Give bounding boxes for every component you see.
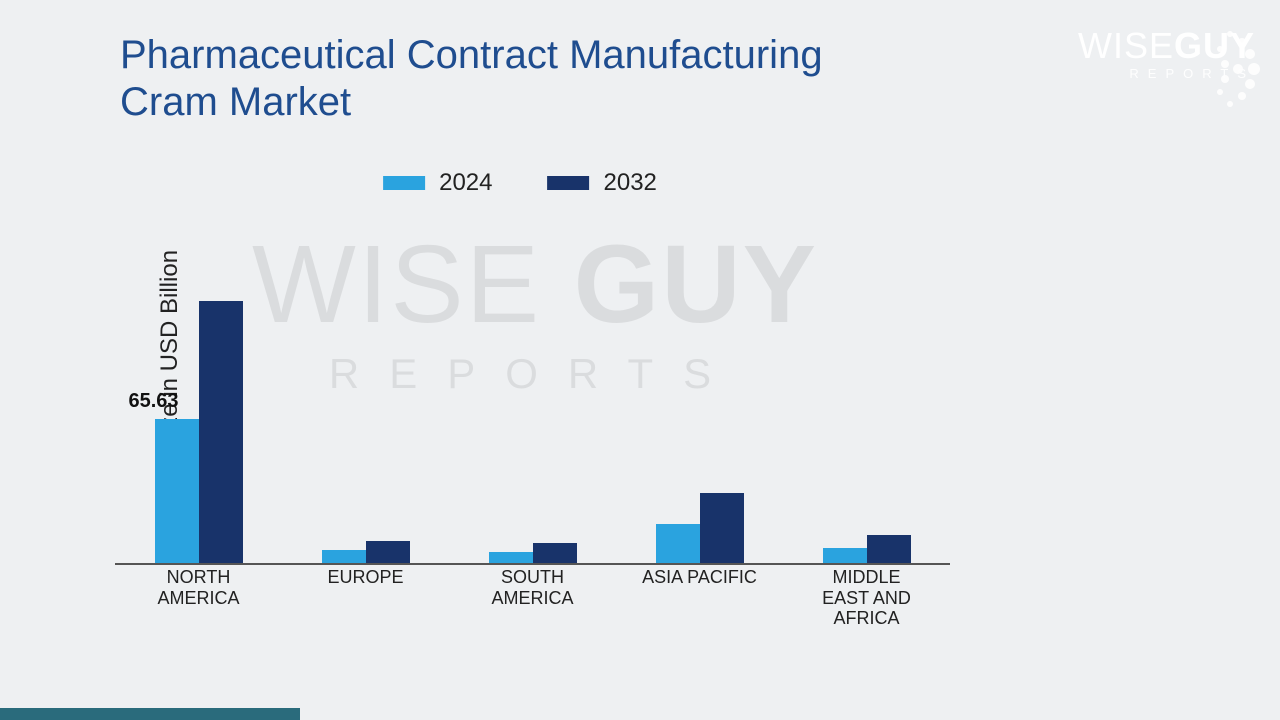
x-axis-label: SOUTH AMERICA <box>473 567 593 629</box>
x-axis-label: ASIA PACIFIC <box>640 567 760 629</box>
bar <box>656 524 700 563</box>
bar <box>366 541 410 563</box>
chart-title: Pharmaceutical Contract Manufacturing Cr… <box>120 32 840 126</box>
bar-group <box>473 543 593 563</box>
legend-label: 2032 <box>604 169 657 197</box>
bottom-accent-bar <box>0 708 300 720</box>
bar-group <box>640 493 760 563</box>
bar <box>533 543 577 563</box>
brand-name: WISEGUY <box>1078 28 1255 64</box>
brand-sub: REPORTS <box>1078 66 1255 81</box>
bar <box>489 552 533 563</box>
bar <box>823 548 867 563</box>
bar <box>867 535 911 563</box>
legend-swatch <box>548 176 590 190</box>
legend-item: 2032 <box>548 169 657 197</box>
bar-group: 65.63 <box>139 301 259 564</box>
bar-group <box>807 535 927 563</box>
bar <box>199 301 243 564</box>
content-layer: WISEGUY REPORTS Pharmaceutical Contract … <box>0 0 1280 720</box>
plot-region: 65.63 <box>115 215 950 565</box>
bar <box>700 493 744 563</box>
x-axis-labels: NORTH AMERICA EUROPE SOUTH AMERICA ASIA PAC… <box>115 567 950 629</box>
x-axis-label: NORTH AMERICA <box>139 567 259 629</box>
legend-swatch <box>383 176 425 190</box>
x-axis-label: MIDDLE EAST AND AFRICA <box>807 567 927 629</box>
legend: 2024 2032 <box>383 169 657 197</box>
bar <box>322 550 366 563</box>
legend-item: 2024 <box>383 169 492 197</box>
legend-label: 2024 <box>439 169 492 197</box>
brand-logo: WISEGUY REPORTS <box>1078 28 1255 81</box>
bar-groups: 65.63 <box>115 215 950 563</box>
bar-value-label: 65.63 <box>129 390 179 413</box>
bar-group <box>306 541 426 563</box>
x-axis-label: EUROPE <box>306 567 426 629</box>
chart-area: Market Size in USD Billion 2024 2032 65.… <box>90 175 950 605</box>
bar <box>155 419 199 563</box>
